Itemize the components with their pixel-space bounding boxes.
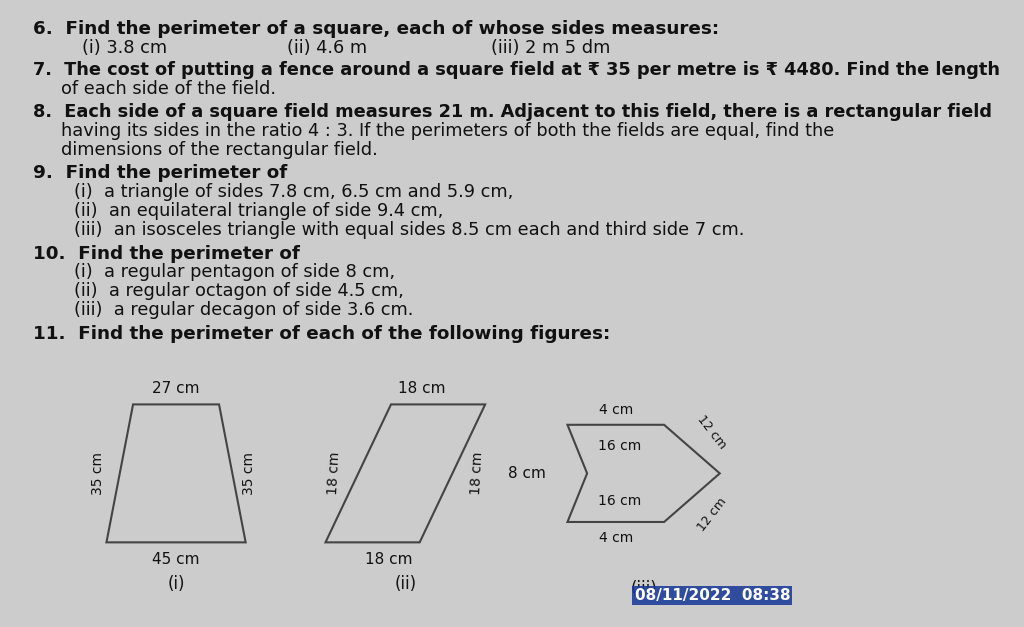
Text: 18 cm: 18 cm	[326, 451, 342, 495]
Text: 11.  Find the perimeter of each of the following figures:: 11. Find the perimeter of each of the fo…	[33, 325, 610, 343]
Text: 18 cm: 18 cm	[469, 451, 485, 495]
Text: (iii): (iii)	[630, 580, 657, 598]
Text: 7.  The cost of putting a fence around a square field at ₹ 35 per metre is ₹ 448: 7. The cost of putting a fence around a …	[33, 61, 999, 80]
Text: (i)  a regular pentagon of side 8 cm,: (i) a regular pentagon of side 8 cm,	[74, 263, 395, 282]
Text: 35 cm: 35 cm	[91, 452, 105, 495]
Text: (ii)  a regular octagon of side 4.5 cm,: (ii) a regular octagon of side 4.5 cm,	[74, 282, 403, 300]
Text: 4 cm: 4 cm	[599, 532, 633, 545]
Text: 16 cm: 16 cm	[598, 494, 641, 508]
Text: 16 cm: 16 cm	[598, 439, 641, 453]
Text: 18 cm: 18 cm	[366, 552, 413, 567]
Text: (iii) 2 m 5 dm: (iii) 2 m 5 dm	[492, 39, 610, 57]
Text: (iii)  a regular decagon of side 3.6 cm.: (iii) a regular decagon of side 3.6 cm.	[74, 301, 413, 319]
Text: (ii): (ii)	[394, 575, 417, 593]
Text: 08/11/2022  08:38: 08/11/2022 08:38	[635, 588, 791, 603]
Text: 18 cm: 18 cm	[398, 381, 445, 396]
Text: (iii)  an isosceles triangle with equal sides 8.5 cm each and third side 7 cm.: (iii) an isosceles triangle with equal s…	[74, 221, 744, 239]
Text: 12 cm: 12 cm	[694, 413, 729, 452]
Text: 27 cm: 27 cm	[153, 381, 200, 396]
Text: 12 cm: 12 cm	[694, 495, 729, 534]
Text: (i) 3.8 cm: (i) 3.8 cm	[82, 39, 167, 57]
Text: of each side of the field.: of each side of the field.	[61, 80, 276, 98]
Text: 35 cm: 35 cm	[242, 452, 256, 495]
Text: 10.  Find the perimeter of: 10. Find the perimeter of	[33, 245, 300, 263]
Text: (i): (i)	[167, 575, 184, 593]
Text: 8 cm: 8 cm	[508, 466, 546, 481]
Text: (ii)  an equilateral triangle of side 9.4 cm,: (ii) an equilateral triangle of side 9.4…	[74, 202, 443, 220]
Text: 6.  Find the perimeter of a square, each of whose sides measures:: 6. Find the perimeter of a square, each …	[33, 20, 719, 38]
Text: 8.  Each side of a square field measures 21 m. Adjacent to this field, there is : 8. Each side of a square field measures …	[33, 103, 992, 122]
Text: dimensions of the rectangular field.: dimensions of the rectangular field.	[61, 141, 378, 159]
Text: (i)  a triangle of sides 7.8 cm, 6.5 cm and 5.9 cm,: (i) a triangle of sides 7.8 cm, 6.5 cm a…	[74, 183, 513, 201]
Text: having its sides in the ratio 4 : 3. If the perimeters of both the fields are eq: having its sides in the ratio 4 : 3. If …	[61, 122, 835, 140]
Text: 9.  Find the perimeter of: 9. Find the perimeter of	[33, 164, 287, 182]
Text: 45 cm: 45 cm	[153, 552, 200, 567]
Text: 4 cm: 4 cm	[599, 403, 633, 416]
Text: (ii) 4.6 m: (ii) 4.6 m	[287, 39, 367, 57]
